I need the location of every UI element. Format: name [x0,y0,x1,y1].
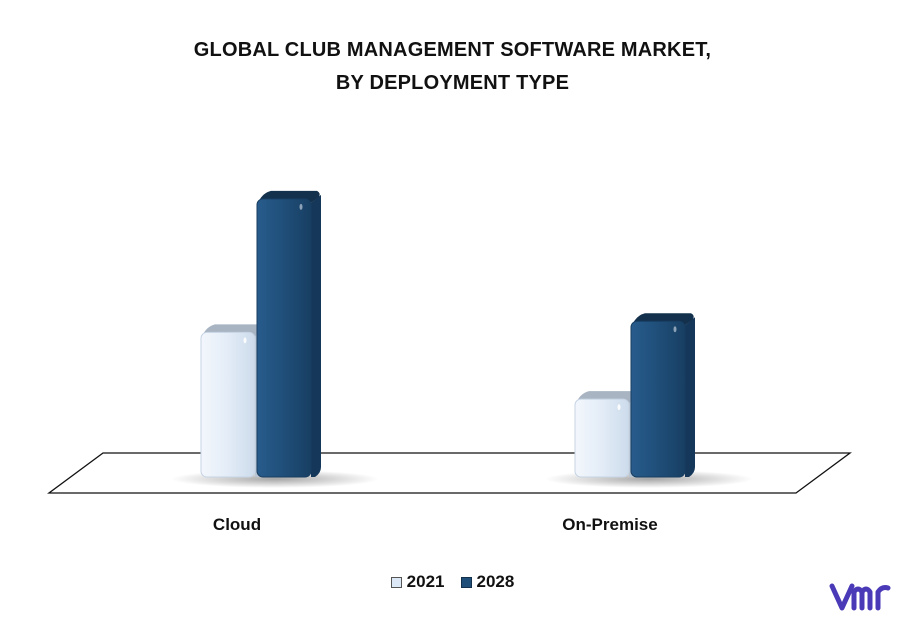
bar-side [311,194,321,477]
legend-swatch-2021 [390,576,402,588]
legend-label-2028: 2028 [476,572,515,591]
bar-glint [673,326,677,333]
category-label-on-premise: On-Premise [562,515,657,534]
bar-front [574,398,630,478]
bar-on-premise-2028 [630,313,695,478]
chart-title: GLOBAL CLUB MANAGEMENT SOFTWARE MARKET, … [0,34,905,100]
bar-cloud-2028 [256,190,321,478]
legend: 2021 2028 [0,572,905,592]
legend-item-2021: 2021 [390,572,445,592]
legend-swatch-2028 [460,576,472,588]
bar-on-premise-2021 [574,391,639,478]
bar-cloud-2021 [200,324,265,478]
bar-glint [243,337,247,344]
bar-front [200,331,256,478]
bar-side [685,317,695,477]
vmr-logo-icon [829,583,891,611]
chart-title-line-2: BY DEPLOYMENT TYPE [335,72,570,94]
chart-title-line-1: GLOBAL CLUB MANAGEMENT SOFTWARE MARKET, [193,39,712,61]
bar-glint [299,203,303,210]
bar-front [256,198,312,478]
legend-label-2021: 2021 [406,572,445,591]
chart-floor [47,452,852,494]
category-label-cloud: Cloud [213,515,261,534]
bar-front [630,320,686,478]
bar-glint [617,404,621,411]
legend-item-2028: 2028 [460,572,515,592]
